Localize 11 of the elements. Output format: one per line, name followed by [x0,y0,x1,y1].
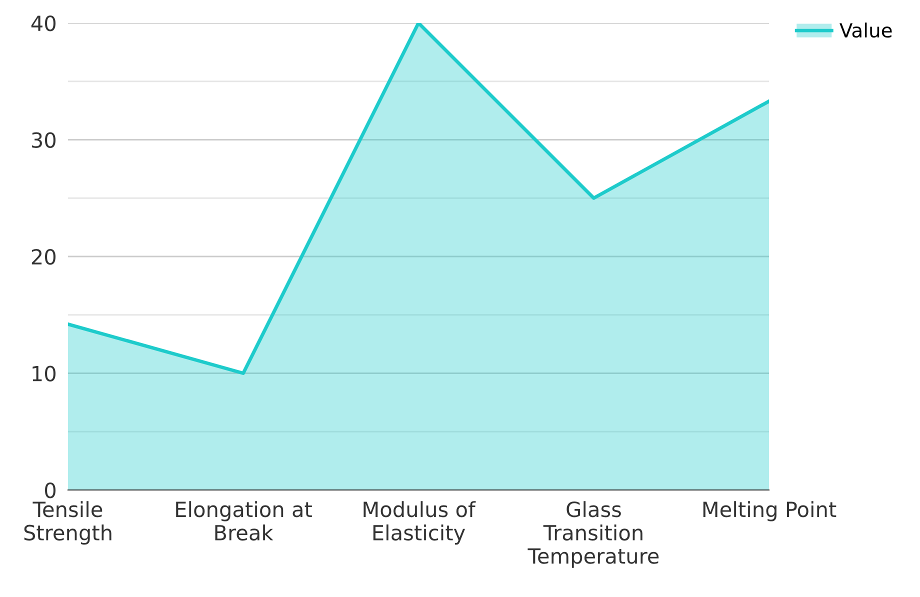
y-tick-label: 30 [32,132,56,148]
y-tick-label: 10 [32,366,56,382]
x-tick-label: Elongation at Break [176,501,312,541]
x-tick-label: Melting Point [703,501,836,522]
x-tick-label: Tensile Strength [24,501,112,545]
x-tick-label: Glass Transition Temperature [528,501,659,568]
y-tick-label: 0 [45,482,56,498]
y-tick-label: 40 [31,15,56,32]
x-tick-label: Modulus of Elasticity [364,501,476,545]
legend-label: Value [840,22,892,38]
y-tick-label: 20 [32,248,56,265]
